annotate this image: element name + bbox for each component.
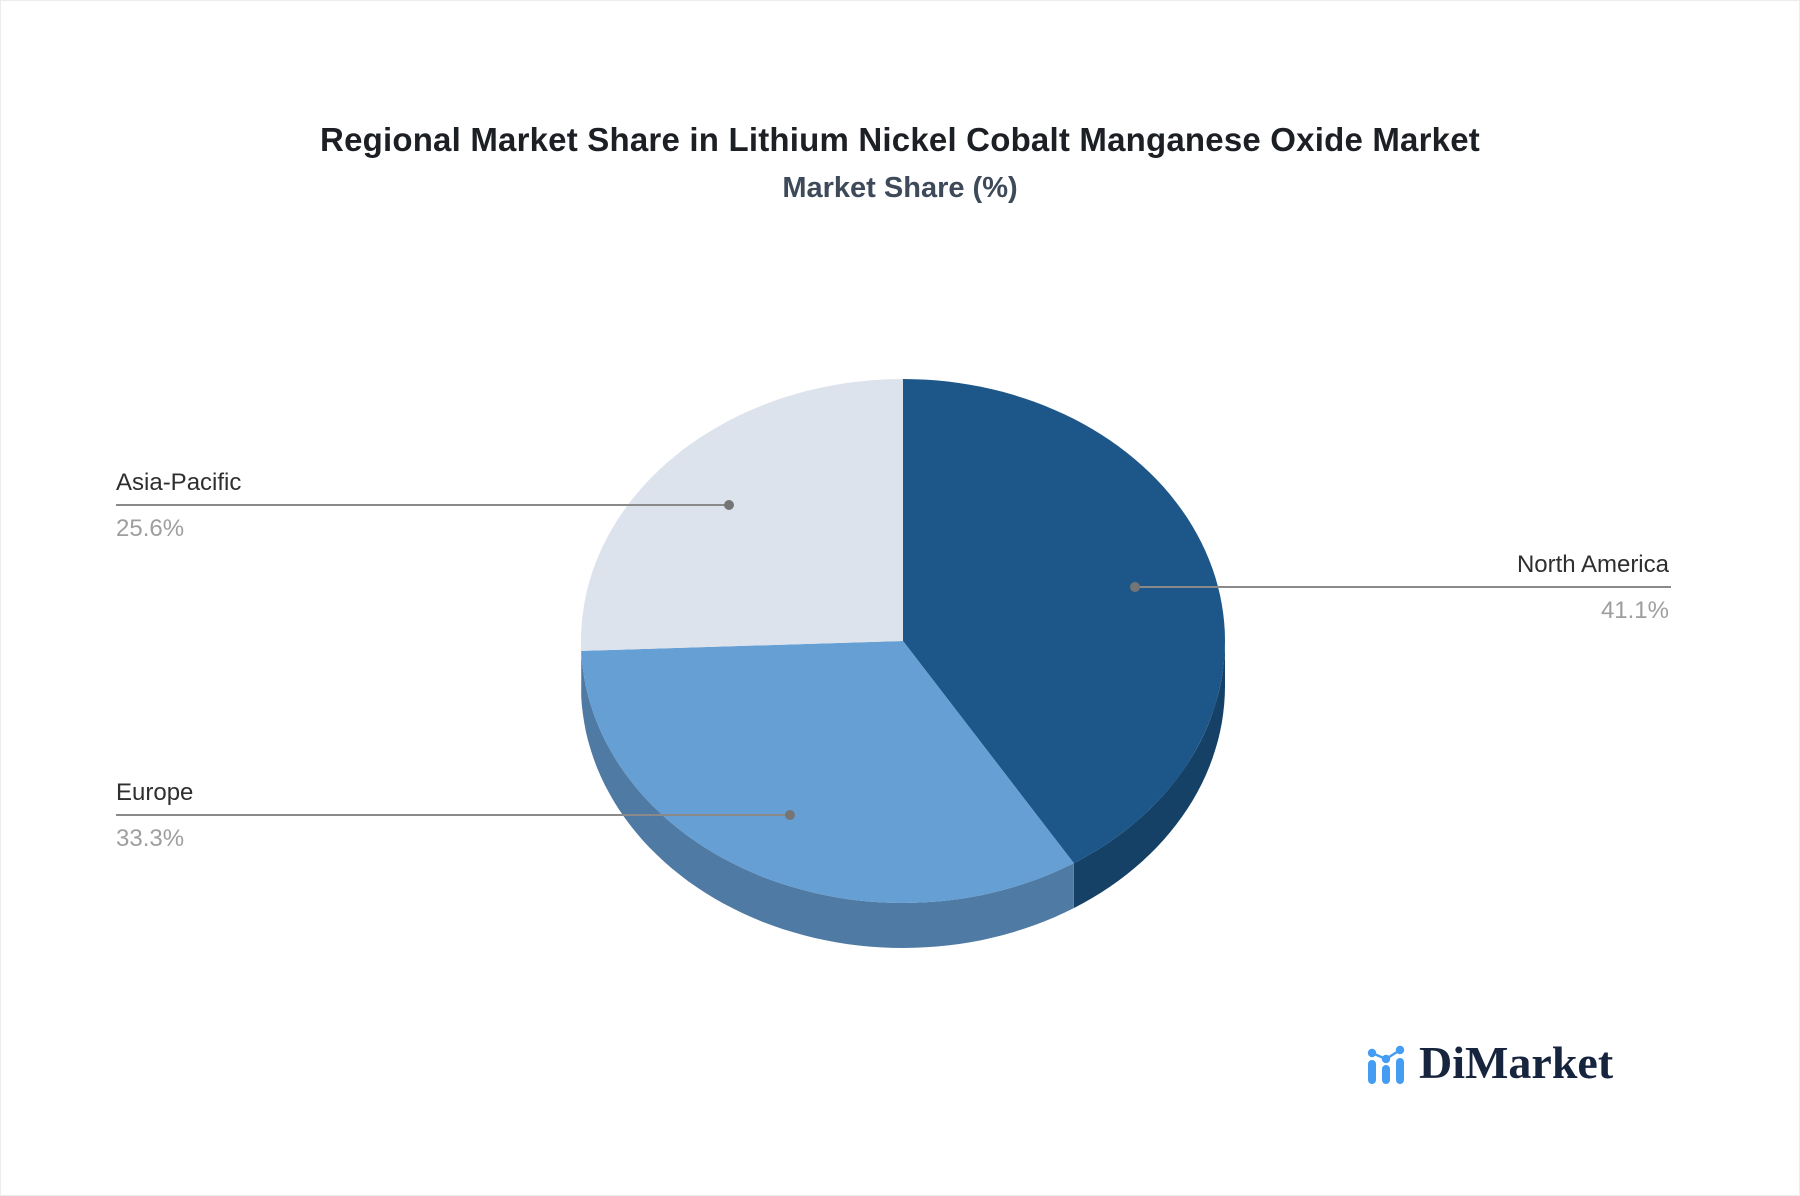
leader-dot <box>724 500 734 510</box>
pie-slice-north-america <box>903 379 1225 864</box>
slice-value: 25.6% <box>116 515 185 542</box>
leader-dot <box>785 810 795 820</box>
pie-slice-asia-pacific <box>581 379 903 651</box>
brand-logo: DiMarket <box>1365 1039 1613 1087</box>
slice-label-north-america: North America 41.1% <box>1517 550 1669 626</box>
slice-name: Asia-Pacific <box>116 469 242 496</box>
slice-label-asia-pacific: Asia-Pacific 25.6% <box>116 468 241 544</box>
pie-slice-side-europe <box>581 650 1074 948</box>
brand-logo-text: DiMarket <box>1419 1037 1614 1088</box>
slice-name: North America <box>1516 551 1669 578</box>
slice-value: 33.3% <box>116 825 185 852</box>
chart-title: Regional Market Share in Lithium Nickel … <box>320 121 1480 158</box>
bar-line-chart-icon <box>1367 1045 1405 1084</box>
pie-slice-side-north-america <box>1073 641 1225 909</box>
chart-subtitle: Market Share (%) <box>782 172 1018 204</box>
slice-label-europe: Europe 33.3% <box>116 778 193 854</box>
leader-dot <box>1130 582 1140 592</box>
slice-name: Europe <box>116 779 194 806</box>
slice-value: 41.1% <box>1600 597 1669 624</box>
pie-slice-europe <box>581 641 1074 903</box>
